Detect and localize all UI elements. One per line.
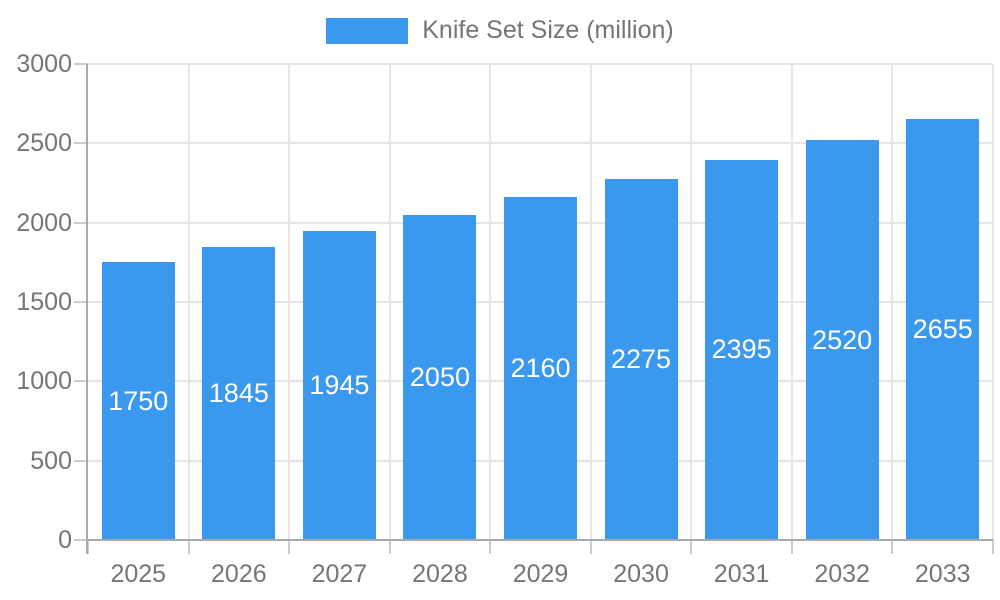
bar-value-label: 2050 bbox=[409, 361, 470, 392]
x-axis-label: 2033 bbox=[914, 560, 971, 588]
gridline-vertical bbox=[187, 64, 190, 540]
y-axis-label: 1000 bbox=[16, 367, 72, 396]
x-axis-label: 2029 bbox=[512, 560, 569, 588]
y-axis-tick bbox=[74, 539, 88, 541]
x-axis-tick bbox=[489, 540, 492, 554]
bar-value-label: 2395 bbox=[711, 334, 772, 365]
bar-value-label: 2160 bbox=[510, 353, 571, 384]
bar-2025[interactable]: 1750 bbox=[101, 262, 175, 540]
gridline-vertical bbox=[690, 64, 693, 540]
x-axis-tick bbox=[891, 540, 894, 554]
bar-2033[interactable]: 2655 bbox=[906, 118, 980, 540]
legend[interactable]: Knife Set Size (million) bbox=[0, 16, 1000, 45]
gridline-vertical bbox=[992, 64, 994, 540]
bar-value-label: 2655 bbox=[912, 313, 973, 344]
bar-2026[interactable]: 1845 bbox=[202, 247, 276, 540]
bar-2030[interactable]: 2275 bbox=[604, 179, 678, 540]
x-axis-label: 2027 bbox=[311, 560, 368, 588]
x-axis-label: 2026 bbox=[211, 560, 267, 588]
gridline-vertical bbox=[790, 64, 793, 540]
x-axis-line bbox=[88, 539, 993, 541]
x-axis-label: 2028 bbox=[412, 560, 468, 588]
y-axis-label: 500 bbox=[30, 446, 72, 475]
bar-value-label: 1750 bbox=[108, 385, 169, 416]
gridline-vertical bbox=[288, 64, 291, 540]
bar-2029[interactable]: 2160 bbox=[504, 197, 577, 540]
x-axis-tick bbox=[87, 540, 89, 554]
x-axis-tick bbox=[288, 540, 291, 554]
bar-2028[interactable]: 2050 bbox=[403, 214, 477, 540]
y-axis-label: 2000 bbox=[16, 208, 72, 237]
x-axis-tick bbox=[992, 540, 994, 554]
gridline-vertical bbox=[891, 64, 894, 540]
x-axis-tick bbox=[388, 540, 391, 554]
bar-2027[interactable]: 1945 bbox=[302, 231, 376, 540]
x-axis-label: 2031 bbox=[713, 560, 770, 588]
gridline-horizontal bbox=[88, 142, 993, 145]
x-axis-tick bbox=[690, 540, 693, 554]
bar-value-label: 1845 bbox=[208, 378, 269, 409]
gridline-horizontal bbox=[88, 63, 993, 65]
bar-value-label: 2520 bbox=[812, 324, 873, 355]
x-axis-tick bbox=[790, 540, 793, 554]
y-axis-tick bbox=[74, 63, 88, 65]
gridline-vertical bbox=[388, 64, 391, 540]
y-axis-tick bbox=[74, 459, 88, 462]
legend-label: Knife Set Size (million) bbox=[422, 16, 674, 44]
bar-value-label: 2275 bbox=[611, 344, 672, 374]
gridline-vertical bbox=[489, 64, 492, 540]
bar-2032[interactable]: 2520 bbox=[805, 140, 879, 540]
x-axis-tick bbox=[589, 540, 592, 554]
gridline-vertical bbox=[589, 64, 592, 540]
y-axis-label: 0 bbox=[58, 526, 72, 554]
y-axis-tick bbox=[74, 380, 88, 383]
y-axis-label: 1500 bbox=[16, 288, 72, 316]
bar-value-label: 1945 bbox=[309, 370, 370, 401]
y-axis-tick bbox=[74, 301, 88, 303]
y-axis-tick bbox=[74, 221, 88, 224]
y-axis-line bbox=[86, 64, 88, 554]
y-axis-tick bbox=[74, 142, 88, 145]
x-axis-label: 2032 bbox=[814, 560, 870, 588]
x-axis-label: 2030 bbox=[613, 560, 669, 588]
y-axis-label: 3000 bbox=[16, 50, 72, 78]
x-axis-label: 2025 bbox=[110, 560, 167, 588]
bar-2031[interactable]: 2395 bbox=[705, 159, 779, 540]
y-axis-label: 2500 bbox=[16, 129, 72, 158]
legend-swatch-icon bbox=[326, 17, 409, 44]
x-axis-tick bbox=[187, 540, 190, 554]
